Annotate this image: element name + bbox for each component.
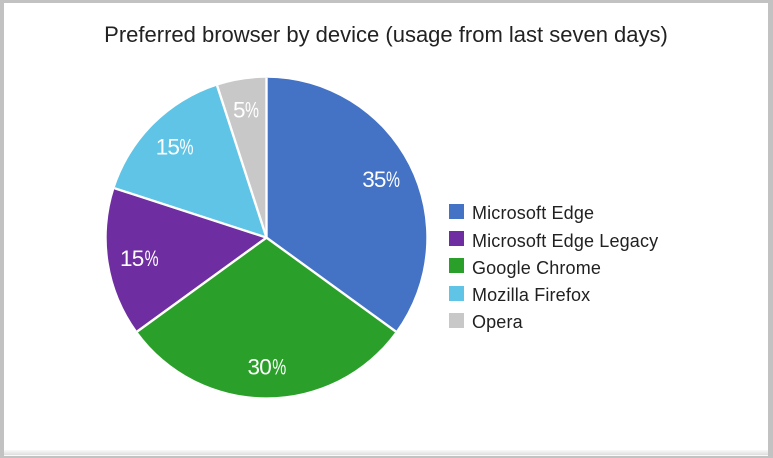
svg-text:5: 5	[233, 97, 245, 122]
svg-text:%: %	[180, 135, 194, 160]
svg-text:%: %	[145, 246, 159, 271]
svg-text:%: %	[272, 355, 286, 380]
svg-text:30: 30	[248, 355, 272, 380]
svg-text:%: %	[245, 98, 259, 123]
svg-text:15: 15	[120, 246, 144, 271]
svg-text:35: 35	[362, 167, 386, 192]
svg-text:%: %	[386, 167, 400, 192]
svg-text:15: 15	[156, 134, 180, 159]
